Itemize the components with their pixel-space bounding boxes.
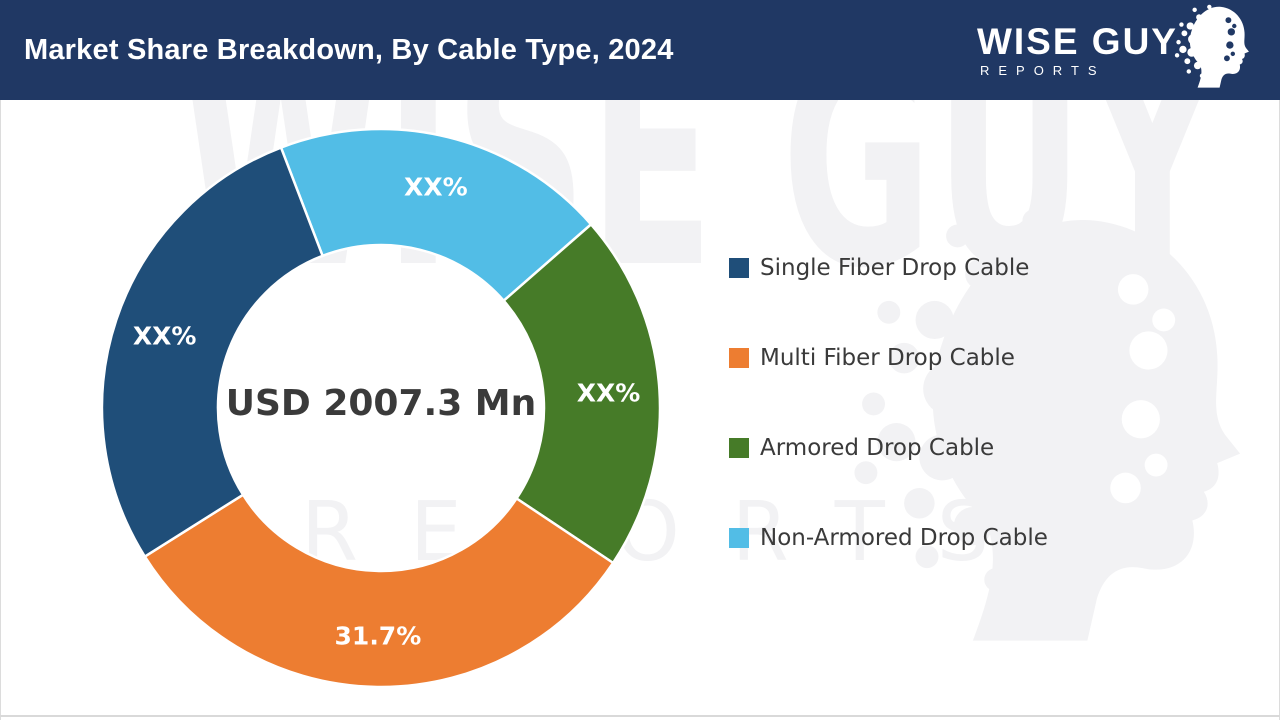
donut-segment — [143, 493, 615, 689]
donut-segment — [279, 127, 593, 302]
logo-text: WISE GUY REPORTS — [977, 23, 1178, 77]
segment-value-label: 31.7% — [334, 621, 422, 651]
header-bar: Market Share Breakdown, By Cable Type, 2… — [0, 0, 1280, 100]
donut-chart — [100, 127, 662, 689]
page-title: Market Share Breakdown, By Cable Type, 2… — [24, 33, 674, 66]
legend-label: Multi Fiber Drop Cable — [760, 344, 1015, 371]
legend-swatch — [729, 348, 749, 368]
legend-swatch — [729, 438, 749, 458]
legend-item: Single Fiber Drop Cable — [729, 255, 1029, 281]
legend-label: Non-Armored Drop Cable — [760, 524, 1048, 551]
legend-swatch — [729, 528, 749, 548]
bottom-divider — [0, 715, 1280, 717]
logo-subtitle: REPORTS — [979, 63, 1106, 78]
legend-swatch — [729, 258, 749, 278]
segment-value-label: XX% — [576, 378, 641, 408]
donut-segment — [502, 223, 662, 565]
logo-wordmark: WISE GUY — [976, 21, 1178, 62]
donut-segment — [100, 146, 324, 558]
donut-center-label: USD 2007.3 Mn — [225, 383, 537, 424]
segment-value-label: XX% — [404, 172, 468, 202]
legend-label: Single Fiber Drop Cable — [760, 254, 1030, 281]
legend-label: Armored Drop Cable — [760, 434, 995, 461]
segment-value-label: XX% — [132, 321, 197, 351]
chart-area: WISE GUY REPORTS USD 2007.3 Mn XX% XX% 31.… — [0, 100, 1280, 720]
logo-face-icon — [1172, 4, 1254, 96]
legend-item: Multi Fiber Drop Cable — [729, 345, 1015, 371]
legend-item: Non-Armored Drop Cable — [729, 525, 1048, 551]
legend-item: Armored Drop Cable — [729, 435, 994, 461]
wiseguy-logo: WISE GUY REPORTS — [977, 4, 1254, 96]
